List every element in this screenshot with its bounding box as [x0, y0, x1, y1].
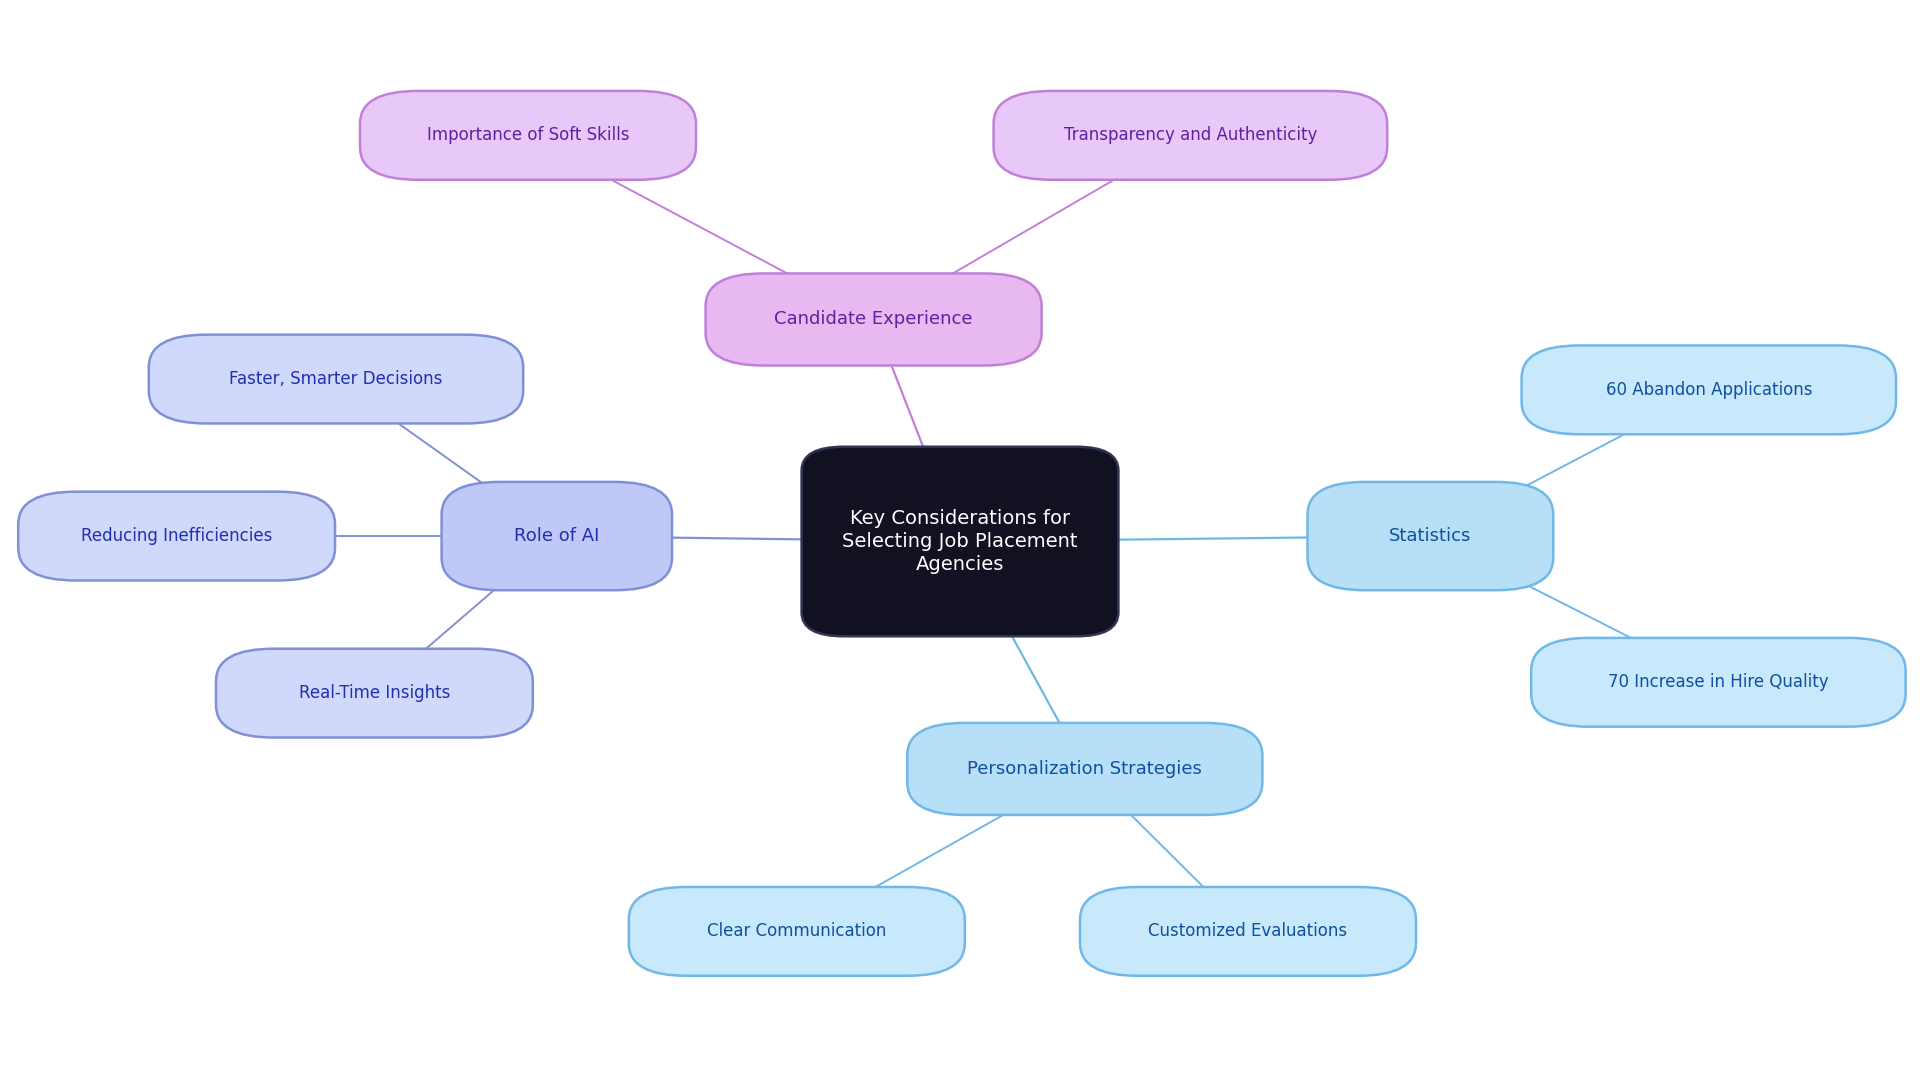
FancyBboxPatch shape — [442, 482, 672, 590]
Text: Statistics: Statistics — [1390, 527, 1471, 545]
Text: Role of AI: Role of AI — [515, 527, 599, 545]
FancyBboxPatch shape — [1532, 638, 1905, 727]
FancyBboxPatch shape — [995, 91, 1386, 180]
FancyBboxPatch shape — [628, 887, 964, 976]
Text: Faster, Smarter Decisions: Faster, Smarter Decisions — [228, 370, 444, 388]
Text: Transparency and Authenticity: Transparency and Authenticity — [1064, 127, 1317, 144]
Text: Reducing Inefficiencies: Reducing Inefficiencies — [81, 527, 273, 545]
Text: Personalization Strategies: Personalization Strategies — [968, 760, 1202, 778]
FancyBboxPatch shape — [1521, 345, 1895, 434]
FancyBboxPatch shape — [906, 723, 1263, 814]
FancyBboxPatch shape — [801, 446, 1117, 637]
Text: 60 Abandon Applications: 60 Abandon Applications — [1605, 381, 1812, 399]
FancyBboxPatch shape — [361, 91, 697, 180]
Text: Real-Time Insights: Real-Time Insights — [300, 684, 449, 702]
FancyBboxPatch shape — [17, 492, 336, 580]
Text: Customized Evaluations: Customized Evaluations — [1148, 923, 1348, 940]
FancyBboxPatch shape — [215, 649, 534, 738]
FancyBboxPatch shape — [1079, 887, 1417, 976]
FancyBboxPatch shape — [148, 335, 522, 423]
Text: Key Considerations for
Selecting Job Placement
Agencies: Key Considerations for Selecting Job Pla… — [843, 509, 1077, 574]
Text: Candidate Experience: Candidate Experience — [774, 311, 973, 328]
Text: Clear Communication: Clear Communication — [707, 923, 887, 940]
Text: Importance of Soft Skills: Importance of Soft Skills — [426, 127, 630, 144]
FancyBboxPatch shape — [1308, 482, 1553, 590]
Text: 70 Increase in Hire Quality: 70 Increase in Hire Quality — [1609, 674, 1828, 691]
FancyBboxPatch shape — [707, 274, 1041, 366]
